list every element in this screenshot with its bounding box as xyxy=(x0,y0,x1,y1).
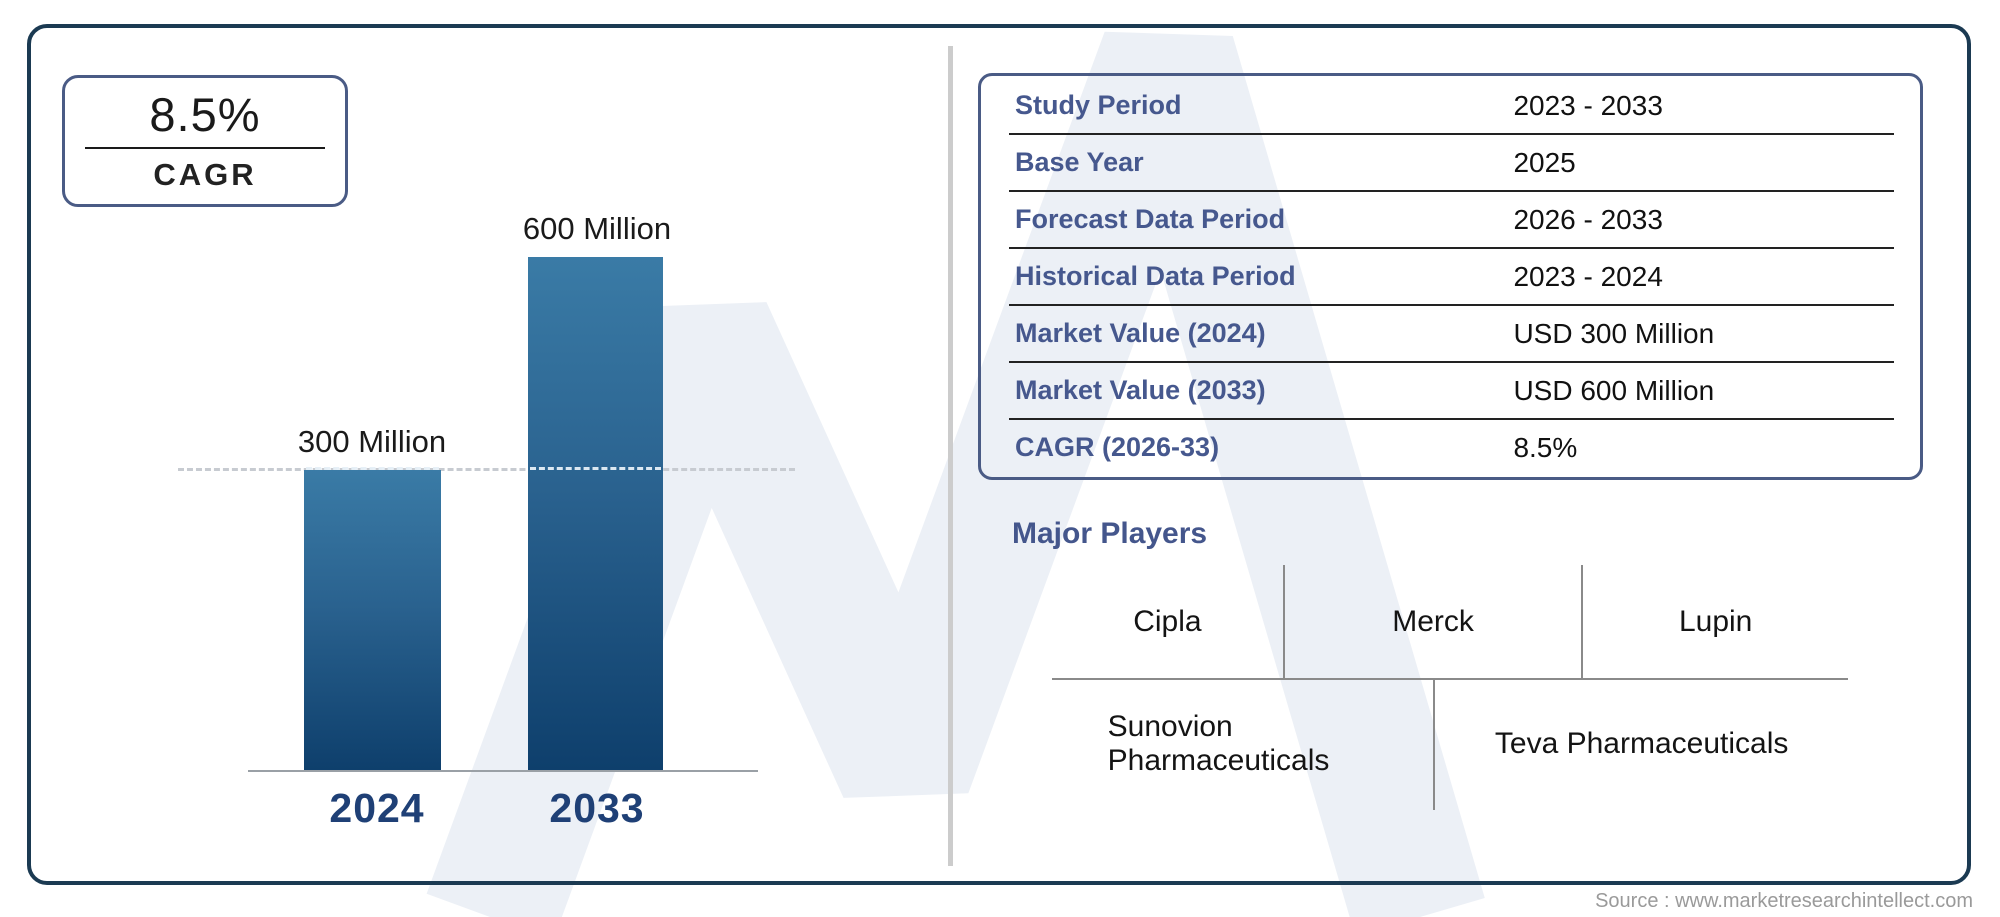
cagr-label: CAGR xyxy=(153,156,257,192)
outer-frame-border xyxy=(27,24,1971,885)
row-label: CAGR (2026-33) xyxy=(1015,432,1220,462)
row-value: 2023 - 2033 xyxy=(1513,89,1663,121)
table-row: Base Year 2025 xyxy=(1009,135,1894,192)
table-row: CAGR (2026-33) 8.5% xyxy=(1009,420,1894,475)
source-credit: Source : www.marketresearchintellect.com xyxy=(1595,890,1973,912)
row-label: Historical Data Period xyxy=(1015,261,1296,291)
bar-value-label-2024: 300 Million xyxy=(297,424,447,459)
table-row: Study Period 2023 - 2033 xyxy=(1009,78,1894,135)
bar-2033 xyxy=(528,257,663,770)
player-cipla: Cipla xyxy=(1133,604,1202,638)
study-info-table: Study Period 2023 - 2033 Base Year 2025 … xyxy=(978,73,1923,480)
row-value: USD 600 Million xyxy=(1513,374,1715,406)
reference-dashed-line-over-bar-2033 xyxy=(530,467,661,470)
reference-dashed-line xyxy=(178,468,795,471)
major-players-row-bottom: Sunovion Pharmaceuticals Teva Pharmaceut… xyxy=(1052,678,1848,810)
x-axis-line xyxy=(248,770,758,772)
row-label: Forecast Data Period xyxy=(1015,204,1286,234)
table-row: Forecast Data Period 2026 - 2033 xyxy=(1009,192,1894,249)
x-tick-2024: 2024 xyxy=(329,785,425,831)
row-label: Study Period xyxy=(1015,90,1182,120)
cagr-badge: 8.5% CAGR xyxy=(62,75,348,207)
player-name-text: Sunovion Pharmaceuticals xyxy=(1107,709,1330,778)
player-merck: Merck xyxy=(1282,565,1582,678)
table-row: Historical Data Period 2023 - 2024 xyxy=(1009,249,1894,306)
reference-dashed-line-over-bar-2024 xyxy=(306,467,439,470)
row-label: Base Year xyxy=(1015,147,1144,177)
cagr-divider-line xyxy=(85,146,325,149)
player-sunovion-pharmaceuticals: Sunovion Pharmaceuticals xyxy=(1052,678,1433,810)
row-value: 2026 - 2033 xyxy=(1513,203,1663,235)
panel-divider xyxy=(948,46,953,866)
players-horizontal-line xyxy=(1052,678,1848,680)
player-teva-pharmaceuticals: Teva Pharmaceuticals xyxy=(1433,678,1848,810)
cagr-value: 8.5% xyxy=(149,88,261,142)
row-label: Market Value (2033) xyxy=(1015,375,1266,405)
table-row: Market Value (2024) USD 300 Million xyxy=(1009,306,1894,363)
bar-2024 xyxy=(304,470,441,770)
row-value: 2025 xyxy=(1513,146,1576,178)
row-label: Market Value (2024) xyxy=(1015,318,1266,348)
player-lupin: Lupin xyxy=(1581,565,1848,678)
major-players-heading: Major Players xyxy=(1012,517,1208,550)
bar-value-label-2033: 600 Million xyxy=(522,211,672,246)
table-row: Market Value (2033) USD 600 Million xyxy=(1009,363,1894,420)
x-tick-2033: 2033 xyxy=(549,785,645,831)
major-players-row-top: Cipla Merck Lupin xyxy=(1052,565,1848,678)
row-value: 8.5% xyxy=(1513,431,1578,463)
row-value: 2023 - 2024 xyxy=(1513,260,1663,292)
row-value: USD 300 Million xyxy=(1513,317,1715,349)
